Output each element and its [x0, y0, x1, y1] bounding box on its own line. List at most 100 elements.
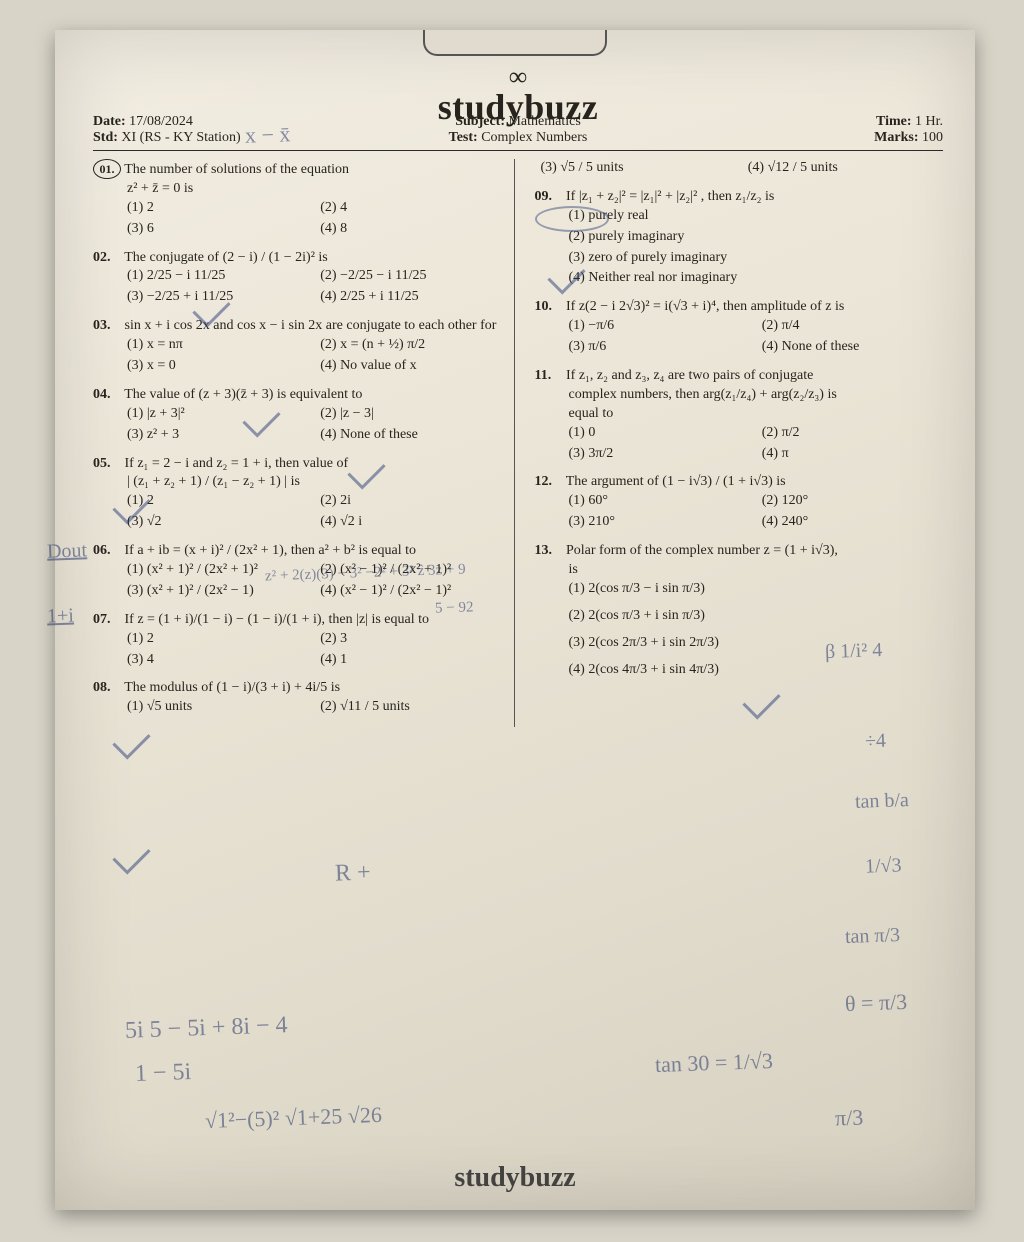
q13-o2: (2) 2(cos π/3 + i sin π/3) [569, 607, 944, 626]
q07-o4: (4) 1 [320, 651, 501, 670]
q10-o1: (1) −π/6 [569, 317, 750, 336]
q01-o2: (2) 4 [320, 199, 501, 218]
q13-stem2: is [569, 561, 944, 580]
q01: 01. The number of solutions of the equat… [93, 159, 502, 239]
q10: 10. If z(2 − i 2√3)² = i(√3 + i)⁴, then … [535, 298, 944, 357]
date-label: Date: [93, 114, 126, 129]
hand-rside4: tan π/3 [845, 924, 901, 949]
q09-o3: (3) zero of purely imaginary [569, 249, 944, 268]
column-right: (3) √5 / 5 units (4) √12 / 5 units 09. I… [535, 159, 944, 727]
q02: 02. The conjugate of (2 − i) / (1 − 2i)²… [93, 249, 502, 308]
q12-num: 12. [535, 473, 563, 492]
q12-o3: (3) 210° [569, 513, 750, 532]
q07: 07. If z = (1 + i)/(1 − i) − (1 − i)/(1 … [93, 611, 502, 670]
hand-dout: Dout [47, 539, 88, 563]
q11: 11. If z₁, z₂ and z₃, z₄ are two pairs o… [535, 367, 944, 463]
meta-right: Time: 1 Hr. Marks: 100 [663, 114, 944, 146]
q04-o3: (3) z² + 3 [127, 426, 308, 445]
hand-onei: 1+i [47, 605, 75, 629]
q05-num: 05. [93, 455, 121, 474]
q03-stem: sin x + i cos 2x and cos x − i sin 2x ar… [125, 318, 497, 333]
q07-o1: (1) 2 [127, 630, 308, 649]
q03-o4: (4) No value of x [320, 357, 501, 376]
logo-infinity-icon: ∞ [509, 64, 528, 90]
q13-stem: Polar form of the complex number z = (1 … [566, 543, 838, 558]
q06-num: 06. [93, 542, 121, 561]
q03-o1: (1) x = nπ [127, 336, 308, 355]
q04: 04. The value of (z + 3)(z̄ + 3) is equi… [93, 386, 502, 445]
q02-o2: (2) −2/25 − i 11/25 [320, 267, 501, 286]
column-left: 01. The number of solutions of the equat… [93, 159, 515, 727]
binder-tab [423, 30, 607, 56]
q06-stem: If a + ib = (x + i)² / (2x² + 1), then a… [125, 543, 416, 558]
q09-num: 09. [535, 188, 563, 207]
q04-num: 04. [93, 386, 121, 405]
hand-R: R + [335, 859, 371, 887]
q10-o2: (2) π/4 [762, 317, 943, 336]
q01-o4: (4) 8 [320, 220, 501, 239]
q07-num: 07. [93, 611, 121, 630]
q01-o3: (3) 6 [127, 220, 308, 239]
hand-rside5: θ = π/3 [845, 989, 908, 1017]
q05-stem: If z₁ = 2 − i and z₂ = 1 + i, then value… [125, 456, 349, 471]
time-value: 1 Hr. [915, 114, 943, 129]
subject-label: Subject: [455, 114, 505, 129]
q02-o4: (4) 2/25 + i 11/25 [320, 288, 501, 307]
q13-o4: (4) 2(cos 4π/3 + i sin 4π/3) [569, 661, 944, 680]
logo-row: ∞ [93, 60, 943, 86]
q05-o3: (3) √2 [127, 513, 308, 532]
date-value: 17/08/2024 [129, 114, 193, 129]
q06-o4: (4) (x² − 1)² / (2x² − 1)² [320, 582, 501, 601]
q05-o4: (4) √2 i [320, 513, 501, 532]
q05-o1: (1) 2 [127, 492, 308, 511]
q08-cont: (3) √5 / 5 units (4) √12 / 5 units [535, 159, 944, 178]
q05-o2: (2) 2i [320, 492, 501, 511]
q06: 06. If a + ib = (x + i)² / (2x² + 1), th… [93, 542, 502, 601]
q08-o4: (4) √12 / 5 units [748, 159, 943, 178]
q06-o2: (2) (x² − 1)² / (2x² + 1)² [320, 561, 501, 580]
q08-o3: (3) √5 / 5 units [541, 159, 736, 178]
hand-rside2: tan b/a [855, 789, 910, 814]
q04-stem: The value of (z + 3)(z̄ + 3) is equivale… [124, 387, 362, 402]
q11-num: 11. [535, 367, 563, 386]
q08-stem: The modulus of (1 − i)/(3 + i) + 4i/5 is [124, 680, 340, 695]
q12-o4: (4) 240° [762, 513, 943, 532]
content-columns: 01. The number of solutions of the equat… [93, 159, 943, 727]
q13-o3: (3) 2(cos 2π/3 + i sin 2π/3) [569, 634, 944, 653]
worksheet-page: ∞ studybuzz Date: 17/08/2024 Std: XI (RS… [55, 30, 975, 1210]
meta-center: Subject: Mathematics Test: Complex Numbe… [378, 114, 659, 146]
q01-stem: The number of solutions of the equation [124, 162, 349, 177]
q04-o1: (1) |z + 3|² [127, 405, 308, 424]
q09-o2: (2) purely imaginary [569, 228, 944, 247]
q02-num: 02. [93, 249, 121, 268]
footer-brand: studybuzz [55, 1162, 975, 1194]
header-meta: Date: 17/08/2024 Std: XI (RS - KY Statio… [93, 114, 943, 151]
mark-q07o1 [112, 836, 150, 874]
q11-o3: (3) 3π/2 [569, 445, 750, 464]
q11-o4: (4) π [762, 445, 943, 464]
q03-num: 03. [93, 317, 121, 336]
q02-o1: (1) 2/25 − i 11/25 [127, 267, 308, 286]
q10-o3: (3) π/6 [569, 338, 750, 357]
q02-o3: (3) −2/25 + i 11/25 [127, 288, 308, 307]
q04-o2: (2) |z − 3| [320, 405, 501, 424]
q08-num: 08. [93, 679, 121, 698]
q08-o2: (2) √11 / 5 units [320, 698, 501, 717]
q01-num: 01. [93, 159, 121, 179]
q12-o1: (1) 60° [569, 492, 750, 511]
q06-o1: (1) (x² + 1)² / (2x² + 1)² [127, 561, 308, 580]
q03-o3: (3) x = 0 [127, 357, 308, 376]
q03-o2: (2) x = (n + ½) π/2 [320, 336, 501, 355]
q13-o1: (1) 2(cos π/3 − i sin π/3) [569, 580, 944, 599]
test-value: Complex Numbers [481, 130, 587, 145]
std-value: XI (RS - KY Station) [121, 130, 240, 145]
time-label: Time: [876, 114, 912, 129]
q11-stem3: equal to [569, 405, 944, 424]
marks-value: 100 [922, 130, 943, 145]
q13-num: 13. [535, 542, 563, 561]
q10-num: 10. [535, 298, 563, 317]
q09-o4: (4) Neither real nor imaginary [569, 269, 944, 288]
q06-o3: (3) (x² + 1)² / (2x² − 1) [127, 582, 308, 601]
q09-stem: If |z₁ + z₂|² = |z₁|² + |z₂|² , then z₁/… [566, 189, 774, 204]
marks-label: Marks: [874, 130, 918, 145]
